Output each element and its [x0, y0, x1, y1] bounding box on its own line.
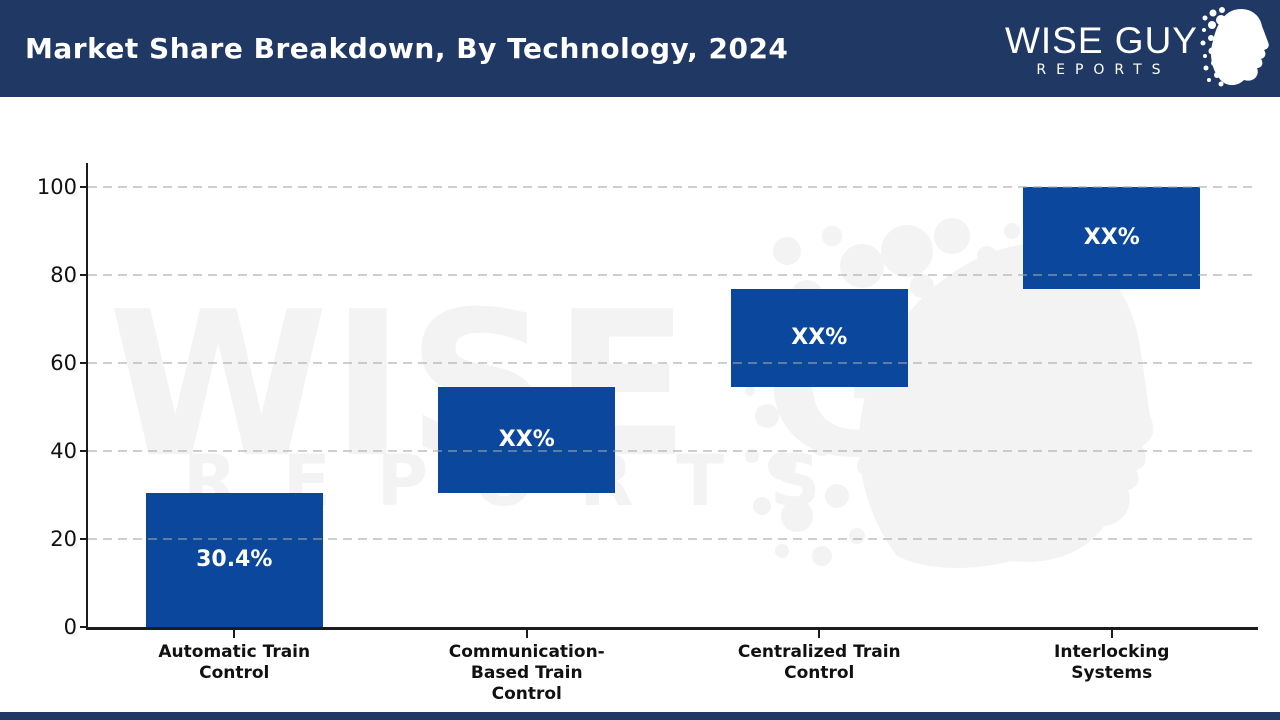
- y-tick: [80, 273, 88, 276]
- x-axis-spine: [88, 627, 1258, 630]
- x-axis-category-label: Communication- Based Train Control: [448, 642, 605, 704]
- y-tick: [80, 185, 88, 188]
- x-axis-category-label: Centralized Train Control: [737, 642, 901, 683]
- bar-value-label: XX%: [1083, 224, 1140, 250]
- header-bar: Market Share Breakdown, By Technology, 2…: [0, 0, 1280, 97]
- x-tick: [1110, 630, 1113, 638]
- bar-segment: [438, 386, 616, 494]
- gridline: [88, 361, 1258, 364]
- y-axis-tick-label: 100: [36, 174, 77, 199]
- bar-value-label: XX%: [498, 427, 555, 452]
- y-axis-tick-label: 0: [63, 615, 77, 639]
- gridline: [88, 449, 1258, 452]
- gridline: [88, 273, 1258, 276]
- gridline: [88, 185, 1258, 188]
- logo-text: WISE GUY REPORTS: [1004, 19, 1198, 78]
- y-axis-tick-label: 40: [50, 438, 77, 463]
- wiseguy-logo: WISE GUY REPORTS: [1005, 6, 1274, 92]
- y-tick: [80, 361, 88, 364]
- bar-value-label: 30.4%: [196, 547, 273, 573]
- y-tick: [80, 449, 88, 452]
- x-axis-category-label: Interlocking Systems: [1054, 642, 1170, 683]
- footer-strip: [0, 712, 1280, 720]
- y-axis-tick-label: 80: [50, 262, 77, 287]
- y-tick: [80, 537, 88, 540]
- bar-value-label: XX%: [791, 324, 848, 350]
- y-axis-spine: [86, 163, 88, 630]
- x-tick: [818, 630, 821, 638]
- wiseguy-face-icon: [1200, 7, 1269, 87]
- bar-segment: [145, 493, 323, 627]
- logo-wordmark: WISE GUY: [1004, 19, 1198, 61]
- x-tick: [525, 630, 528, 638]
- page-title: Market Share Breakdown, By Technology, 2…: [25, 32, 789, 65]
- y-axis-tick-label: 20: [50, 526, 77, 551]
- y-tick: [80, 626, 88, 628]
- x-tick: [233, 630, 236, 638]
- gridline: [88, 537, 1258, 540]
- logo-subtitle: REPORTS: [1036, 61, 1171, 78]
- y-axis-tick-label: 60: [50, 350, 77, 375]
- x-axis-category-label: Automatic Train Control: [158, 642, 311, 683]
